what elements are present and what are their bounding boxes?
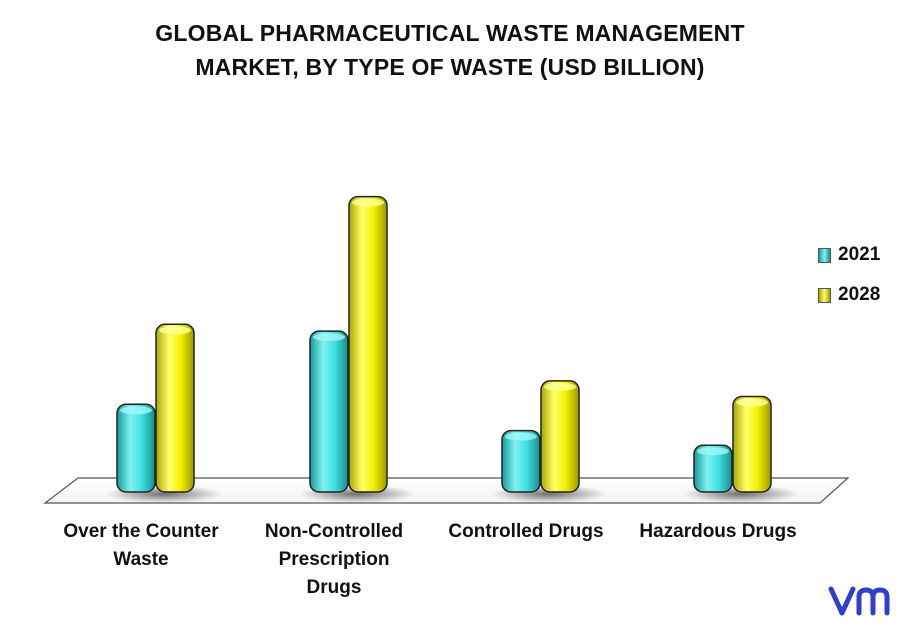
category-label-line: Hazardous Drugs: [639, 521, 797, 542]
category-label-3: Hazardous Drugs: [628, 518, 808, 546]
chart-title: GLOBAL PHARMACEUTICAL WASTE MANAGEMENT M…: [0, 16, 900, 84]
legend-label-2021: 2021: [838, 244, 881, 265]
bar-2028-0: [155, 323, 195, 493]
category-label-2: Controlled Drugs: [436, 518, 616, 546]
legend-label-2028: 2028: [838, 284, 881, 305]
legend-item-2028: 2028: [818, 284, 880, 306]
category-label-line: Controlled Drugs: [448, 521, 604, 542]
bar-2021-0: [116, 403, 156, 493]
bar-2021-1: [309, 330, 349, 493]
bar-2028-1: [348, 195, 388, 493]
bar-2028-2: [540, 380, 580, 493]
category-label-line: Waste: [113, 549, 169, 570]
chart-floor: [43, 477, 850, 504]
chart-title-line-1: GLOBAL PHARMACEUTICAL WASTE MANAGEMENT: [155, 20, 745, 46]
vmr-logo-icon: [828, 586, 890, 616]
legend-swatch-2028: [818, 287, 831, 303]
category-label-1: Non-Controlled Prescription Drugs: [244, 518, 424, 602]
bar-2021-3: [693, 444, 733, 493]
category-label-line: Non-Controlled: [264, 521, 404, 542]
legend-swatch-2021: [818, 247, 831, 263]
chart-title-line-2: MARKET, BY TYPE OF WASTE (USD BILLION): [195, 54, 705, 80]
bar-2028-3: [732, 395, 772, 493]
legend-item-2021: 2021: [818, 244, 880, 266]
category-label-line: Drugs: [306, 577, 362, 598]
category-label-line: Over the Counter: [63, 521, 219, 542]
bars-layer: [106, 195, 799, 503]
category-label-line: Prescription: [278, 549, 390, 570]
bar-2021-2: [501, 429, 541, 493]
category-label-0: Over the Counter Waste: [51, 518, 231, 574]
